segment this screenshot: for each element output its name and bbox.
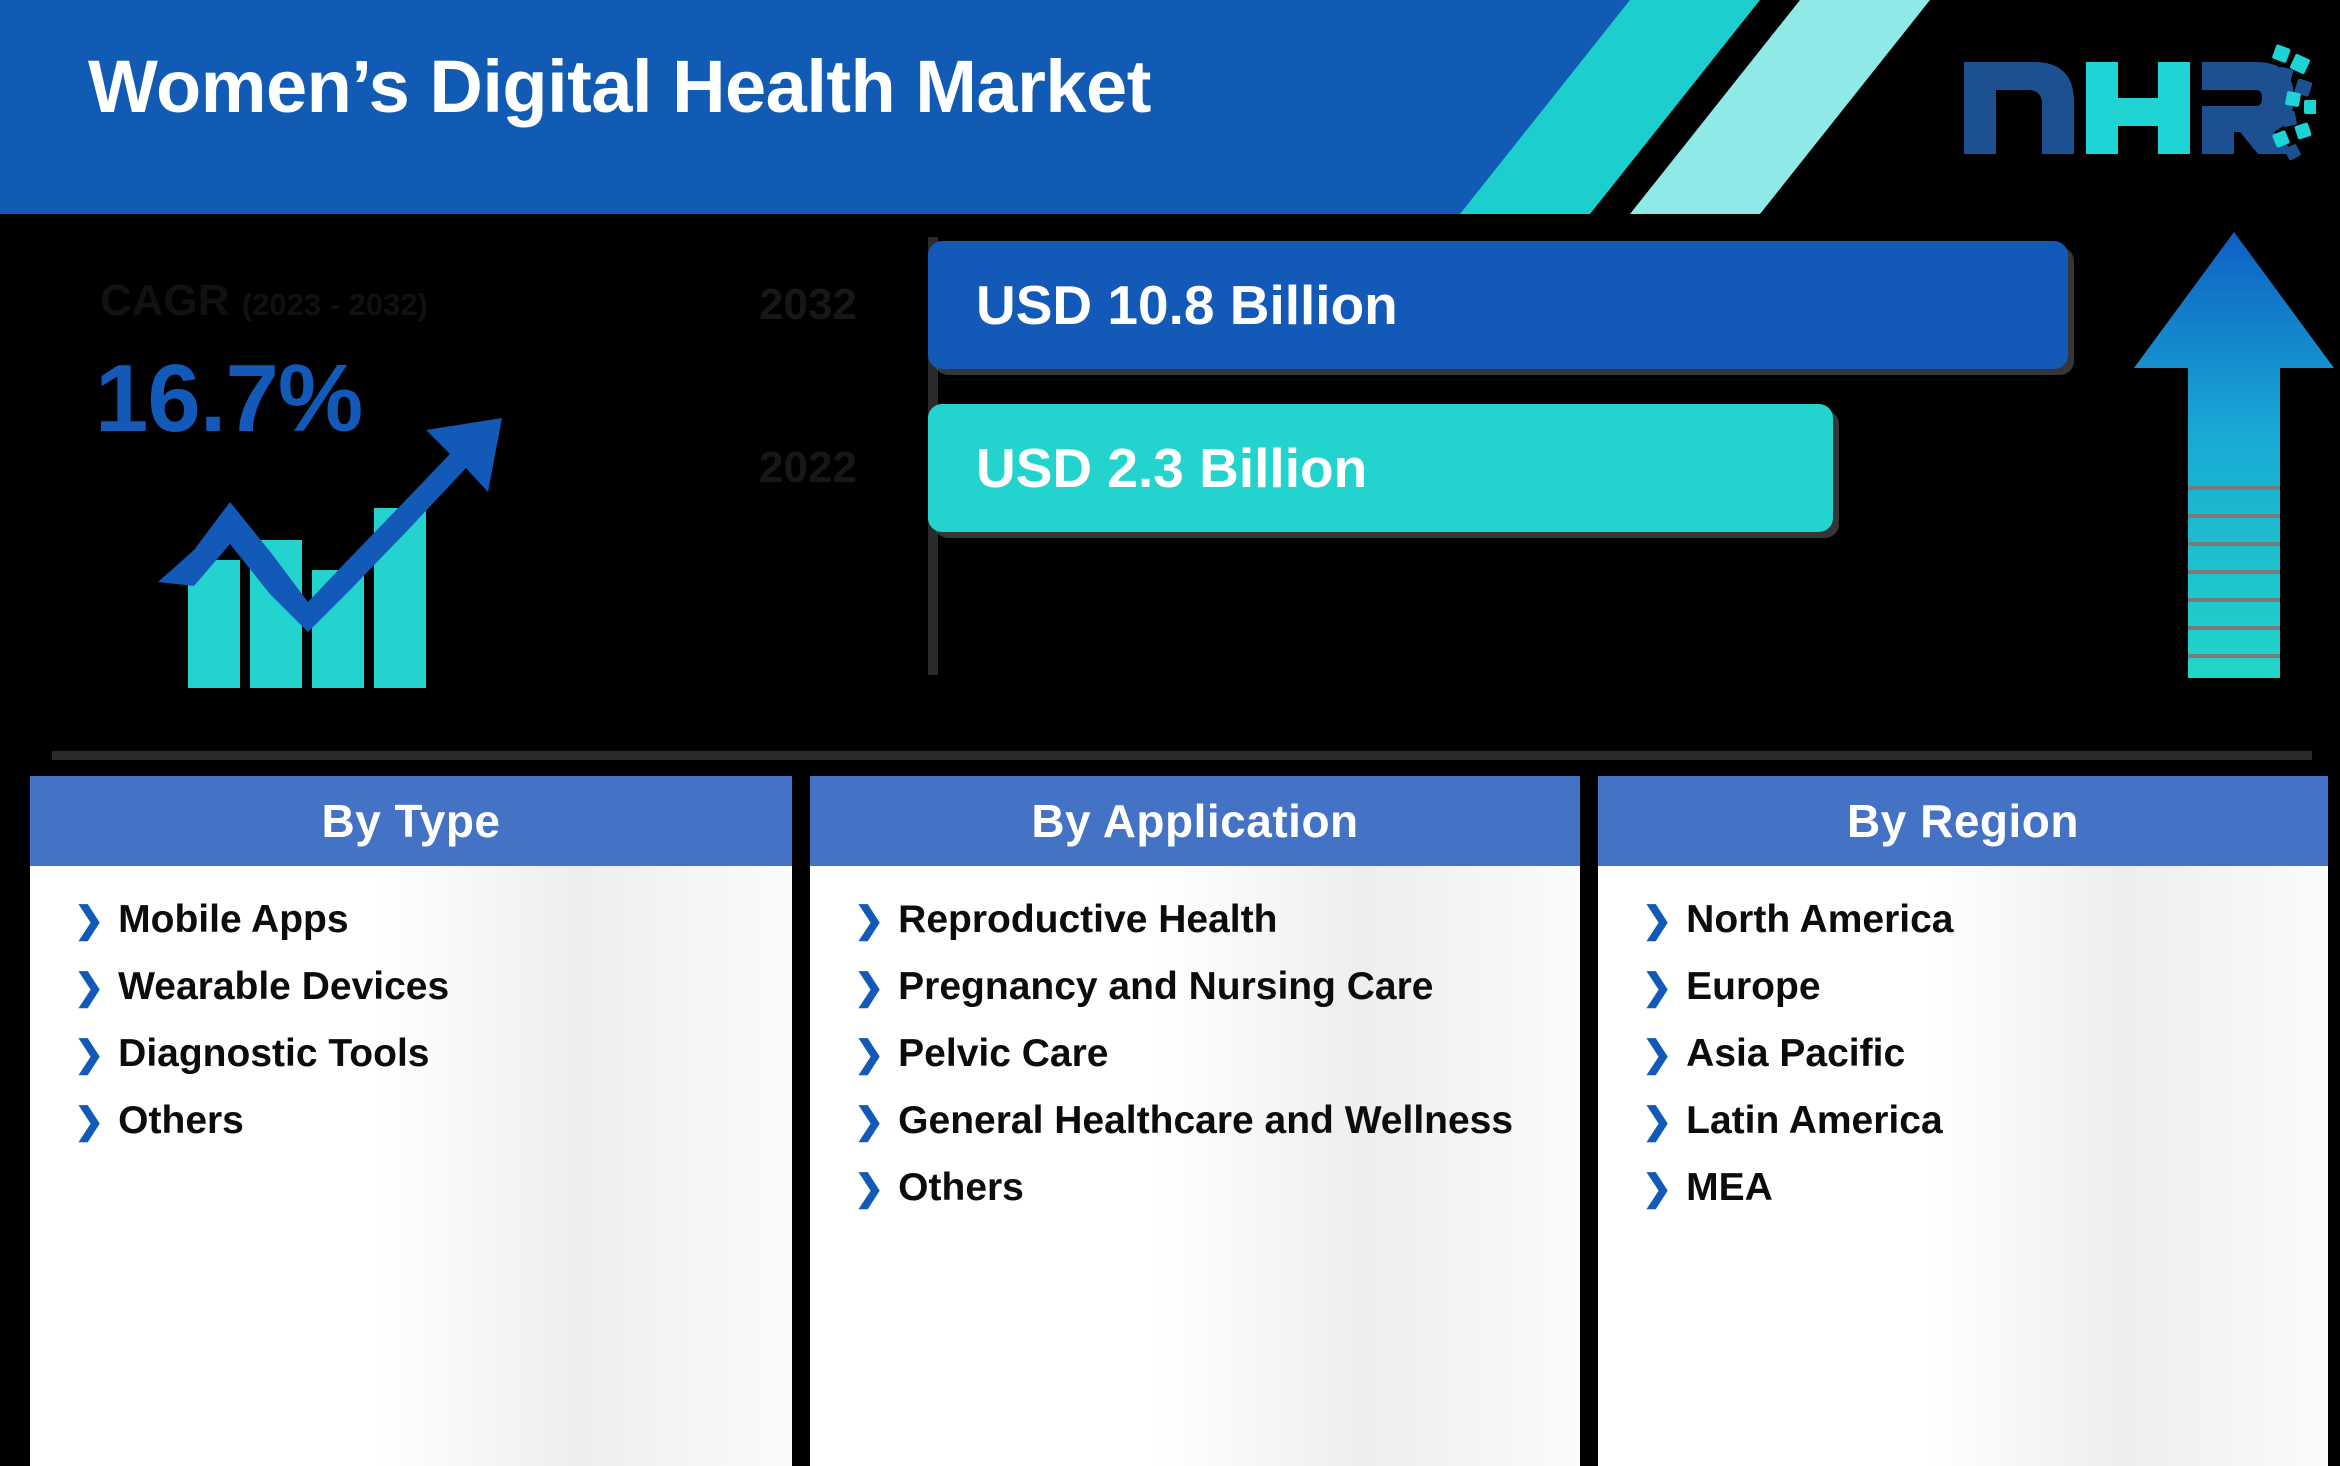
panel-title: By Region: [1847, 795, 2079, 847]
list-item-label: Diagnostic Tools: [118, 1031, 430, 1075]
dhr-logo: [1964, 44, 2316, 161]
chevron-right-icon: ❯: [74, 1099, 105, 1141]
chevron-right-icon: ❯: [854, 899, 885, 940]
bar-year-label: 2032: [759, 280, 857, 329]
panel-item-list: ❯ Mobile Apps ❯ Wearable Devices ❯ Diagn…: [30, 866, 792, 1142]
list-item-label: Pregnancy and Nursing Care: [898, 964, 1434, 1008]
list-item[interactable]: ❯ Pregnancy and Nursing Care: [854, 964, 1580, 1008]
cagr-value: 16.7%: [95, 345, 363, 452]
list-item[interactable]: ❯ Diagnostic Tools: [74, 1031, 792, 1075]
chevron-right-icon: ❯: [854, 965, 885, 1007]
list-item-label: Wearable Devices: [118, 964, 450, 1008]
list-item[interactable]: ❯ Others: [74, 1098, 792, 1142]
list-item-label: Europe: [1686, 964, 1821, 1008]
list-item-label: Others: [118, 1098, 244, 1142]
chevron-right-icon: ❯: [854, 1166, 885, 1208]
chevron-right-icon: ❯: [1642, 1099, 1673, 1141]
chevron-right-icon: ❯: [74, 899, 105, 940]
chevron-right-icon: ❯: [74, 1032, 105, 1074]
list-item-label: Reproductive Health: [898, 898, 1278, 941]
arrow-slice-lines: [2188, 486, 2280, 658]
cagr-label-years: (2023 - 2032): [241, 287, 428, 322]
list-item[interactable]: ❯ Asia Pacific: [1642, 1031, 2328, 1075]
cagr-label: CAGR (2023 - 2032): [100, 276, 428, 326]
list-item[interactable]: ❯ North America: [1642, 898, 2328, 941]
list-item-label: General Healthcare and Wellness: [898, 1098, 1514, 1142]
panel-header: By Region: [1598, 776, 2328, 866]
market-size-bar-2022: USD 2.3 Billion: [928, 404, 1833, 532]
growth-chart-icon: [158, 418, 502, 688]
panel-item-list: ❯ Reproductive Health ❯ Pregnancy and Nu…: [810, 866, 1580, 1209]
list-item-label: Mobile Apps: [118, 898, 349, 941]
market-size-bar-2032: USD 10.8 Billion: [928, 241, 2068, 369]
bar-value-label: USD 2.3 Billion: [976, 437, 1368, 499]
header-banner: Women’s Digital Health Market: [0, 0, 2340, 214]
chevron-right-icon: ❯: [1642, 899, 1673, 940]
list-item-label: North America: [1686, 898, 1954, 941]
panel-by-type: By Type ❯ Mobile Apps ❯ Wearable Devices…: [30, 776, 792, 1466]
logo-dot-accents: [2272, 44, 2316, 161]
list-item[interactable]: ❯ Reproductive Health: [854, 898, 1580, 941]
list-item[interactable]: ❯ Europe: [1642, 964, 2328, 1008]
panel-header: By Application: [810, 776, 1580, 866]
panel-by-application: By Application ❯ Reproductive Health ❯ P…: [810, 776, 1580, 1466]
panel-title: By Type: [321, 795, 501, 847]
chevron-right-icon: ❯: [854, 1032, 885, 1074]
list-item[interactable]: ❯ Mobile Apps: [74, 898, 792, 941]
list-item-label: Latin America: [1686, 1098, 1943, 1142]
list-item[interactable]: ❯ Pelvic Care: [854, 1031, 1580, 1075]
upward-arrow-icon: [2134, 232, 2334, 678]
list-item[interactable]: ❯ General Healthcare and Wellness: [854, 1098, 1580, 1142]
chevron-right-icon: ❯: [1642, 965, 1673, 1007]
list-item-label: Asia Pacific: [1686, 1031, 1906, 1075]
page-title: Women’s Digital Health Market: [88, 45, 1151, 128]
chevron-right-icon: ❯: [1642, 1166, 1673, 1208]
stats-section: CAGR (2023 - 2032) 16.7% MARKET SIZE 203…: [0, 214, 2340, 753]
list-item[interactable]: ❯ Latin America: [1642, 1098, 2328, 1142]
panel-item-list: ❯ North America ❯ Europe ❯ Asia Pacific …: [1598, 866, 2328, 1209]
list-item-label: Others: [898, 1165, 1024, 1209]
list-item[interactable]: ❯ Others: [854, 1165, 1580, 1209]
list-item[interactable]: ❯ MEA: [1642, 1165, 2328, 1209]
chevron-right-icon: ❯: [854, 1099, 885, 1141]
market-size-row-2032: 2032 USD 10.8 Billion: [688, 241, 2068, 369]
trend-arrow: [158, 418, 502, 632]
bar-value-label: USD 10.8 Billion: [976, 274, 1398, 336]
section-divider: [52, 751, 2312, 760]
list-item-label: MEA: [1686, 1165, 1773, 1209]
cagr-label-main: CAGR: [100, 276, 230, 325]
chevron-right-icon: ❯: [1642, 1032, 1673, 1074]
list-item-label: Pelvic Care: [898, 1031, 1109, 1075]
panel-title: By Application: [1031, 795, 1359, 847]
list-item[interactable]: ❯ Wearable Devices: [74, 964, 792, 1008]
panel-by-region: By Region ❯ North America ❯ Europe ❯ Asi…: [1598, 776, 2328, 1466]
bar-year-label: 2022: [759, 443, 857, 492]
segmentation-panels: By Type ❯ Mobile Apps ❯ Wearable Devices…: [0, 776, 2340, 1466]
panel-header: By Type: [30, 776, 792, 866]
market-size-row-2022: 2022 USD 2.3 Billion: [688, 404, 1833, 532]
header-blue-band: [0, 0, 1690, 214]
chevron-right-icon: ❯: [74, 965, 105, 1007]
